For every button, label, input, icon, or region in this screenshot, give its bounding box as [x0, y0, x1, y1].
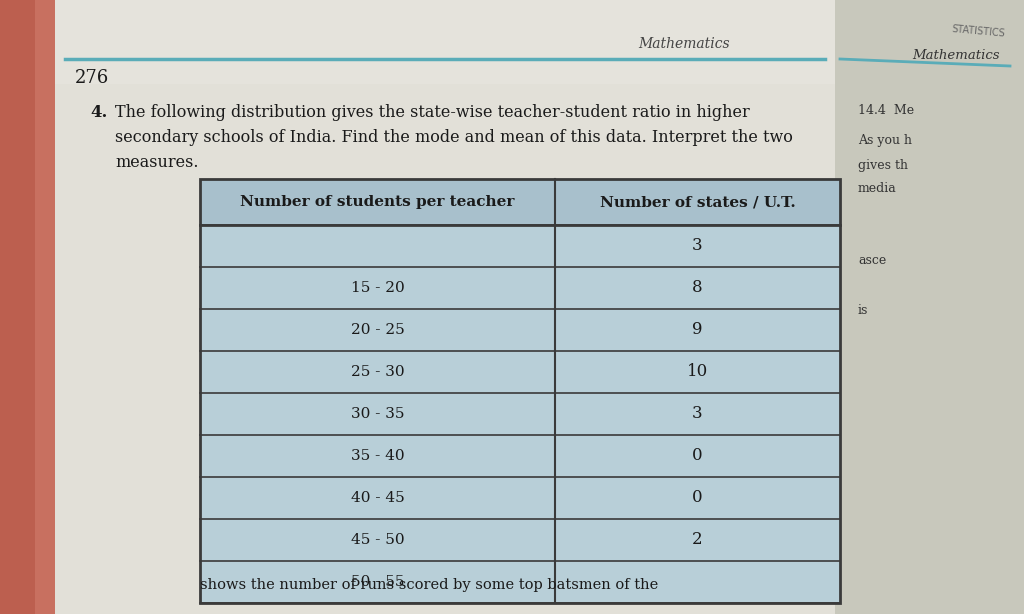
Text: Number of students per teacher: Number of students per teacher	[241, 195, 515, 209]
Text: 40 - 45: 40 - 45	[350, 491, 404, 505]
Text: 8: 8	[692, 279, 702, 297]
Text: shows the number of runs scored by some top batsmen of the: shows the number of runs scored by some …	[200, 578, 658, 592]
Text: 35 - 40: 35 - 40	[350, 449, 404, 463]
Text: As you h: As you h	[858, 134, 912, 147]
Bar	[55, 0, 835, 614]
Text: gives th: gives th	[858, 159, 908, 172]
Text: 0: 0	[692, 489, 702, 507]
Text: secondary schools of India. Find the mode and mean of this data. Interpret the t: secondary schools of India. Find the mod…	[115, 129, 793, 146]
Polygon shape	[835, 0, 1024, 614]
Text: 45 - 50: 45 - 50	[350, 533, 404, 547]
Text: Mathematics: Mathematics	[638, 37, 730, 51]
Text: 15 - 20: 15 - 20	[350, 281, 404, 295]
Polygon shape	[0, 0, 35, 614]
Text: media: media	[858, 182, 897, 195]
Text: STATISTICS: STATISTICS	[950, 24, 1005, 39]
Text: 3: 3	[692, 238, 702, 254]
Text: 14.4  Me: 14.4 Me	[858, 104, 914, 117]
Text: 4.: 4.	[90, 104, 108, 121]
Text: 3: 3	[692, 405, 702, 422]
Polygon shape	[0, 0, 60, 614]
Text: 2: 2	[692, 532, 702, 548]
Bar	[55, 0, 835, 84]
Text: The following distribution gives the state-wise teacher-student ratio in higher: The following distribution gives the sta…	[115, 104, 750, 121]
Text: 0: 0	[692, 448, 702, 465]
Text: 10: 10	[687, 363, 709, 381]
Text: asce: asce	[858, 254, 886, 267]
Text: Number of states / U.T.: Number of states / U.T.	[600, 195, 796, 209]
Text: is: is	[858, 304, 868, 317]
Text: 25 - 30: 25 - 30	[350, 365, 404, 379]
Text: 30 - 35: 30 - 35	[351, 407, 404, 421]
Text: 20 - 25: 20 - 25	[350, 323, 404, 337]
Bar	[200, 179, 840, 603]
Bar	[200, 179, 840, 225]
Text: Mathematics: Mathematics	[912, 49, 999, 62]
Text: 9: 9	[692, 322, 702, 338]
Text: 276: 276	[75, 69, 110, 87]
Text: measures.: measures.	[115, 154, 199, 171]
Bar	[200, 179, 840, 603]
Text: 50 - 55: 50 - 55	[351, 575, 404, 589]
